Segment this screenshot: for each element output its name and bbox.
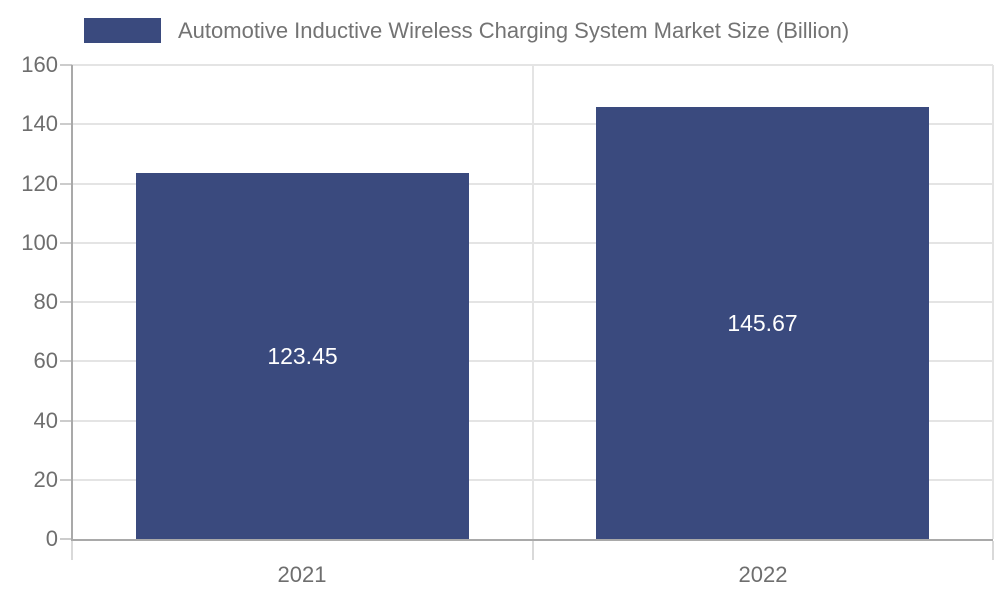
split-line-2: [992, 65, 994, 539]
ytick-mark-60: [60, 360, 72, 362]
ytick-label-100: 100: [21, 230, 58, 255]
ytick-label-0: 0: [45, 526, 58, 551]
legend-label: Automotive Inductive Wireless Charging S…: [178, 18, 850, 43]
ytick-mark-20: [60, 479, 72, 481]
ytick-mark-140: [60, 123, 72, 125]
ytick-mark-160: [60, 64, 72, 66]
bar-value-2021: 123.45: [267, 343, 338, 369]
x-axis-line: [72, 539, 993, 541]
split-line-1: [532, 65, 534, 539]
ytick-label-80: 80: [33, 289, 58, 314]
ytick-mark-100: [60, 242, 72, 244]
ytick-label-120: 120: [21, 171, 58, 196]
bar-2022[interactable]: [596, 107, 929, 539]
ytick-label-40: 40: [33, 408, 58, 433]
ytick-label-140: 140: [21, 111, 58, 136]
bar-value-2022: 145.67: [727, 310, 798, 336]
y-axis-line: [71, 65, 73, 541]
xtick-label-2021: 2021: [277, 562, 327, 587]
legend-item[interactable]: Automotive Inductive Wireless Charging S…: [84, 18, 849, 43]
xtick-mark-2: [992, 541, 994, 560]
ytick-label-60: 60: [33, 348, 58, 373]
ytick-label-160: 160: [21, 52, 58, 77]
xtick-label-2022: 2022: [738, 562, 788, 587]
ytick-label-20: 20: [33, 467, 58, 492]
ytick-mark-120: [60, 183, 72, 185]
xtick-mark-0: [71, 541, 73, 560]
xtick-mark-1: [532, 541, 534, 560]
ytick-mark-80: [60, 301, 72, 303]
bar-2021[interactable]: [136, 173, 469, 539]
legend-swatch: [84, 18, 161, 43]
ytick-mark-40: [60, 420, 72, 422]
ytick-mark-0: [60, 538, 72, 540]
